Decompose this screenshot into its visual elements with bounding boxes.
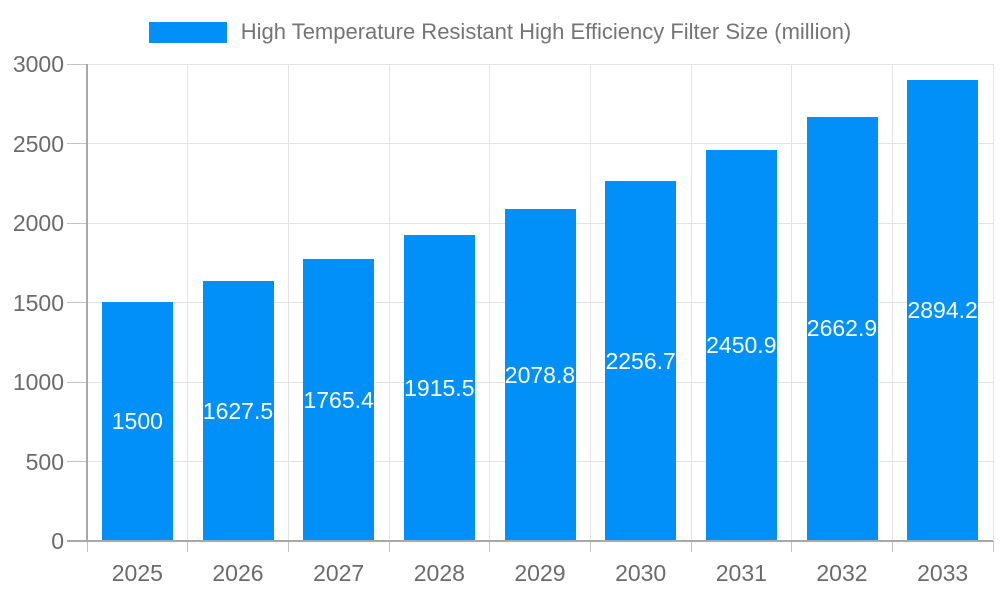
y-tick-label: 0	[51, 528, 64, 554]
x-tick	[388, 541, 390, 552]
x-tick	[287, 541, 289, 552]
y-tick-label: 2500	[12, 130, 64, 157]
bar-value-label: 1627.5	[202, 397, 274, 424]
y-tick-label: 1000	[12, 369, 64, 395]
bar-2025[interactable]	[101, 301, 173, 540]
y-tick-label: 500	[25, 448, 64, 475]
y-tick	[67, 461, 87, 462]
y-tick	[67, 222, 87, 224]
x-tick-label-2033: 2033	[917, 560, 969, 586]
x-tick-label-2028: 2028	[413, 560, 465, 586]
x-gridline	[992, 64, 994, 541]
bar-value-label: 1915.5	[404, 374, 475, 401]
x-tick	[891, 541, 893, 552]
x-gridline	[589, 64, 591, 541]
x-gridline	[187, 64, 189, 541]
x-tick	[992, 541, 994, 552]
x-tick-label-2026: 2026	[212, 560, 264, 586]
x-gridline	[489, 64, 491, 541]
y-tick	[67, 302, 87, 303]
x-axis-line	[67, 540, 993, 542]
x-tick-label-2029: 2029	[514, 560, 566, 586]
bar-value-label: 2450.9	[706, 332, 777, 359]
y-tick	[67, 381, 87, 383]
legend-swatch	[148, 21, 227, 43]
x-tick	[690, 541, 692, 552]
x-tick-label-2032: 2032	[816, 560, 868, 586]
bar-value-label: 2078.8	[504, 361, 576, 388]
legend-label: High Temperature Resistant High Efficien…	[240, 19, 852, 44]
y-tick-label: 1500	[12, 289, 64, 316]
bar-2026[interactable]	[202, 281, 274, 540]
bar-2027[interactable]	[303, 259, 375, 540]
y-tick-label: 3000	[12, 51, 64, 77]
x-tick	[791, 541, 793, 552]
x-tick-label-2025: 2025	[111, 560, 163, 586]
y-gridline	[87, 143, 993, 144]
x-gridline	[891, 64, 893, 541]
bar-value-label: 1765.4	[303, 386, 374, 413]
x-tick	[589, 541, 591, 552]
y-tick-label: 2000	[12, 210, 64, 236]
x-gridline	[388, 64, 390, 541]
bar-2032[interactable]	[806, 116, 878, 540]
bar-2030[interactable]	[605, 181, 677, 540]
bar-2028[interactable]	[403, 235, 475, 540]
bar-value-label: 1500	[111, 407, 163, 434]
bar-value-label: 2894.2	[907, 296, 978, 323]
x-tick	[187, 541, 189, 552]
y-axis-line	[86, 64, 88, 541]
bar-value-label: 2256.7	[605, 347, 676, 374]
bar-2033[interactable]	[907, 79, 979, 540]
y-tick	[67, 63, 87, 65]
x-tick-label-2031: 2031	[715, 560, 767, 586]
bar-2029[interactable]	[504, 209, 576, 540]
chart-legend[interactable]: High Temperature Resistant High Efficien…	[0, 19, 1000, 45]
x-tick-label-2027: 2027	[313, 560, 365, 586]
x-tick	[489, 541, 491, 552]
x-gridline	[690, 64, 692, 541]
y-gridline	[87, 63, 993, 65]
x-tick	[86, 541, 88, 552]
bar-value-label: 2662.9	[806, 315, 878, 342]
x-gridline	[287, 64, 289, 541]
x-gridline	[791, 64, 793, 541]
y-tick	[67, 143, 87, 144]
bar-2031[interactable]	[705, 150, 777, 540]
x-tick-label-2030: 2030	[615, 560, 667, 586]
